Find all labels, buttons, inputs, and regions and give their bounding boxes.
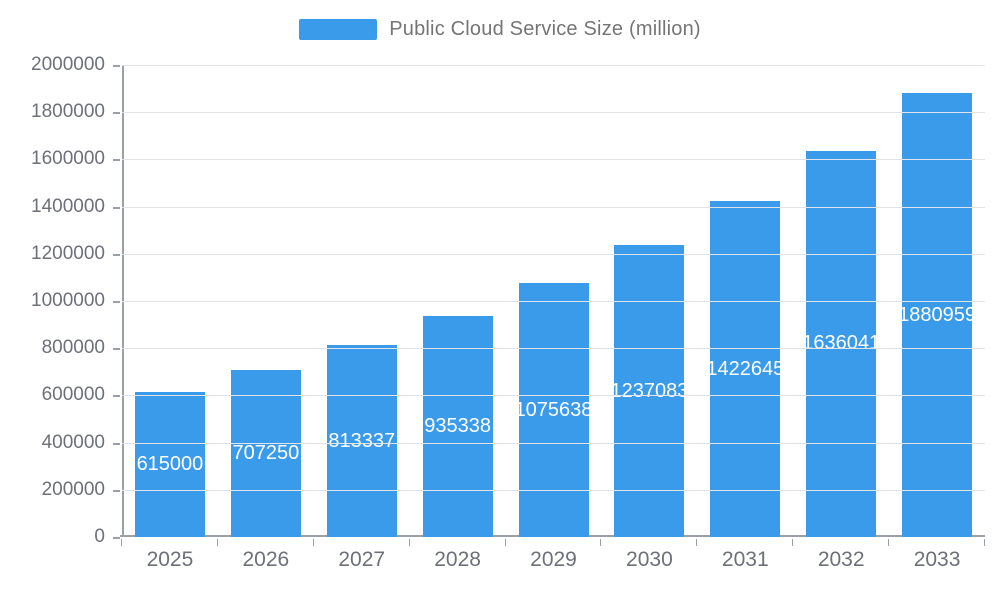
gridline [122, 112, 985, 114]
y-axis-tick [113, 395, 120, 398]
y-axis-tick [113, 253, 120, 256]
gridline [122, 301, 985, 302]
x-axis-label-2026: 2026 [242, 548, 290, 571]
y-axis-tick-label: 1000000 [31, 290, 105, 311]
gridline [122, 395, 985, 397]
bar-slot: 707250 [218, 65, 314, 546]
y-axis-tick [113, 65, 120, 67]
y-axis-tick-label: 200000 [41, 478, 105, 500]
y-axis-tick-label: 1400000 [31, 195, 105, 217]
x-axis-tick [888, 539, 890, 546]
bar-2033: 1880959 [902, 93, 973, 537]
legend-swatch [299, 19, 378, 40]
bar-value-label: 707250 [232, 442, 300, 465]
bar-value-label: 1237083 [614, 379, 685, 402]
bar-value-label: 615000 [136, 452, 204, 475]
bar-2031: 1422645 [710, 201, 781, 537]
x-axis-label-2025: 2025 [146, 548, 194, 571]
gridline [122, 159, 985, 161]
legend[interactable]: Public Cloud Service Size (million) [0, 18, 1000, 41]
bar-value-label: 813337 [328, 429, 396, 452]
y-axis-tick-label: 400000 [41, 431, 105, 453]
gridline [122, 489, 985, 491]
y-axis-tick-label: 600000 [41, 384, 105, 406]
x-axis-label-2029: 2029 [530, 548, 577, 571]
bar-value-label: 1636041 [806, 332, 877, 355]
x-axis-label-2028: 2028 [434, 548, 481, 571]
y-axis-tick [113, 348, 120, 351]
bar-slot: 813337 [314, 65, 410, 546]
gridline [122, 442, 985, 444]
gridline [122, 206, 985, 208]
x-axis-tick [216, 539, 218, 546]
gridline [122, 65, 985, 66]
bars-container: 615000 707250 813337 935338 1075638 1237083 14… [121, 65, 986, 546]
y-axis-tick-label: 1600000 [31, 148, 105, 170]
bar-slot: 1880959 [889, 65, 986, 546]
bar-2032: 1636041 [806, 150, 877, 537]
bar-2026: 707250 [230, 370, 301, 537]
bar-slot: 1075638 [506, 65, 602, 546]
x-axis-labels: 2025 2026 2027 2028 2029 2030 2031 2032 2033 [122, 548, 985, 572]
y-axis-tick-label: 0 [94, 526, 105, 547]
y-axis-tick-label: 800000 [41, 337, 105, 359]
bar-2029: 1075638 [518, 283, 589, 537]
x-axis-label-2031: 2031 [721, 548, 769, 571]
bar-value-label: 935338 [424, 415, 491, 438]
y-axis-tick [113, 442, 120, 445]
plot-area: 615000 707250 813337 935338 1075638 1237083 14… [113, 65, 986, 546]
bar-slot: 935338 [410, 65, 506, 546]
y-axis-tick [113, 301, 120, 303]
legend-label: Public Cloud Service Size (million) [389, 18, 701, 40]
y-axis-tick-label: 1800000 [31, 101, 105, 123]
x-axis-label-2033: 2033 [913, 548, 961, 571]
y-axis-tick-label: 2000000 [31, 54, 105, 75]
bar-2027: 813337 [326, 345, 397, 537]
y-axis-tick [113, 112, 120, 115]
bar-slot: 615000 [121, 65, 218, 546]
y-axis-tick [113, 159, 120, 162]
x-axis-tick [984, 539, 986, 546]
x-axis-tick [792, 539, 794, 546]
x-axis-tick [600, 539, 602, 546]
bar-value-label: 1880959 [902, 303, 973, 326]
bar-slot: 1636041 [793, 65, 890, 546]
x-axis-label-2032: 2032 [817, 548, 865, 571]
x-axis-tick [312, 539, 314, 546]
gridline [122, 348, 985, 350]
x-axis-label-2030: 2030 [626, 548, 673, 571]
bar-2030: 1237083 [614, 245, 685, 537]
y-axis-tick [113, 489, 120, 492]
bar-slot: 1422645 [697, 65, 794, 546]
x-axis-tick [408, 539, 410, 546]
bar-2025: 615000 [134, 391, 205, 537]
x-axis-tick [504, 539, 506, 546]
y-axis-tick-label: 1200000 [31, 242, 105, 264]
y-axis-tick [113, 206, 120, 209]
bar-value-label: 1422645 [710, 357, 781, 380]
gridline [122, 253, 985, 255]
x-axis-tick [696, 539, 698, 546]
x-axis-label-2027: 2027 [338, 548, 386, 571]
y-axis-tick [113, 537, 120, 539]
bar-2028: 935338 [422, 316, 493, 537]
x-axis-tick [121, 539, 122, 546]
bar-value-label: 1075638 [518, 398, 589, 421]
